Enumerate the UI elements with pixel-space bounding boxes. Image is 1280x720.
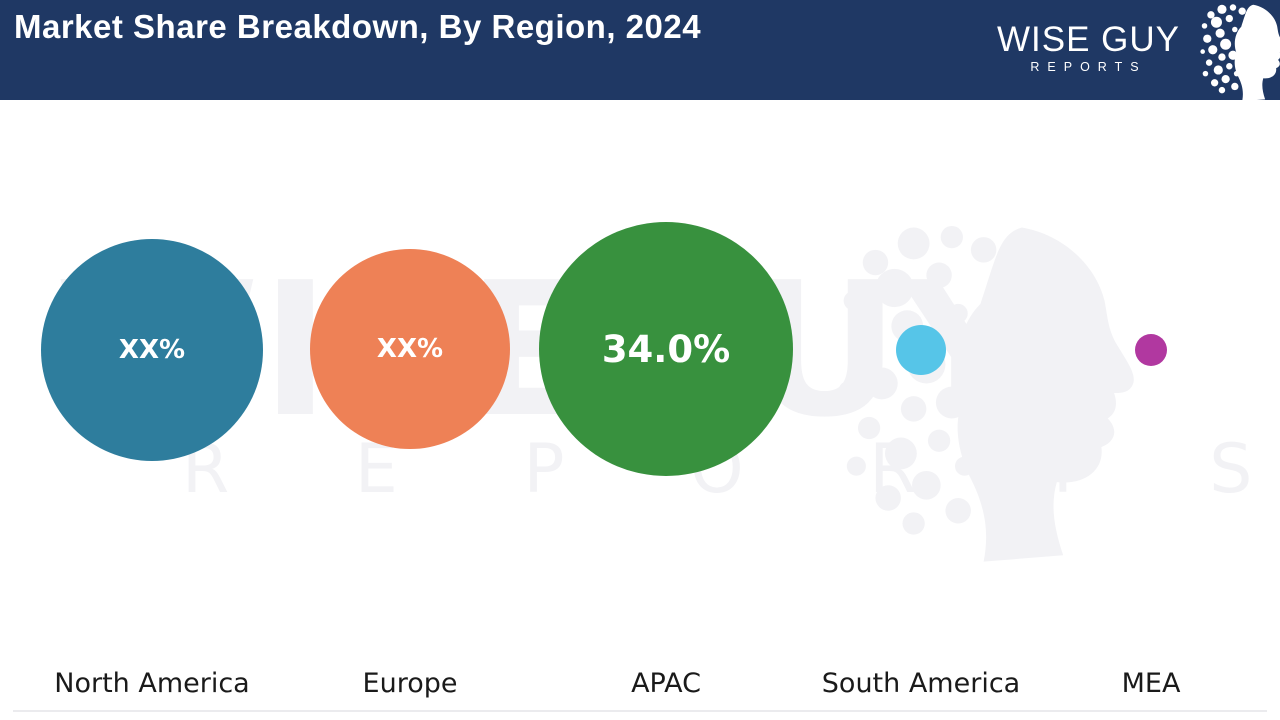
category-labels: North America Europe APAC South America MEA <box>0 668 1280 708</box>
logo-wordmark: WISE GUY <box>996 20 1180 59</box>
bubble-value-label: XX% <box>118 335 186 365</box>
bubble-mea <box>1135 334 1167 366</box>
plot-baseline <box>13 710 1267 712</box>
bubble-apac: 34.0% <box>539 222 793 476</box>
category-label-north-america: North America <box>54 668 250 699</box>
bubble-europe: XX% <box>310 249 510 449</box>
category-label-mea: MEA <box>1121 668 1181 699</box>
bubble-value-label: XX% <box>376 334 444 364</box>
logo-subtitle: REPORTS <box>1030 60 1147 74</box>
category-label-apac: APAC <box>631 668 701 699</box>
bubble-north-america: XX% <box>41 239 263 461</box>
chart-title: Market Share Breakdown, By Region, 2024 <box>14 8 702 45</box>
category-label-south-america: South America <box>821 668 1021 699</box>
bubble-value-label: 34.0% <box>601 327 731 371</box>
wiseguy-logo: WISE GUY REPORTS <box>997 22 1180 74</box>
bubble-south-america <box>896 325 946 375</box>
category-label-europe: Europe <box>362 668 458 699</box>
header-bar: Market Share Breakdown, By Region, 2024 … <box>0 0 1280 100</box>
